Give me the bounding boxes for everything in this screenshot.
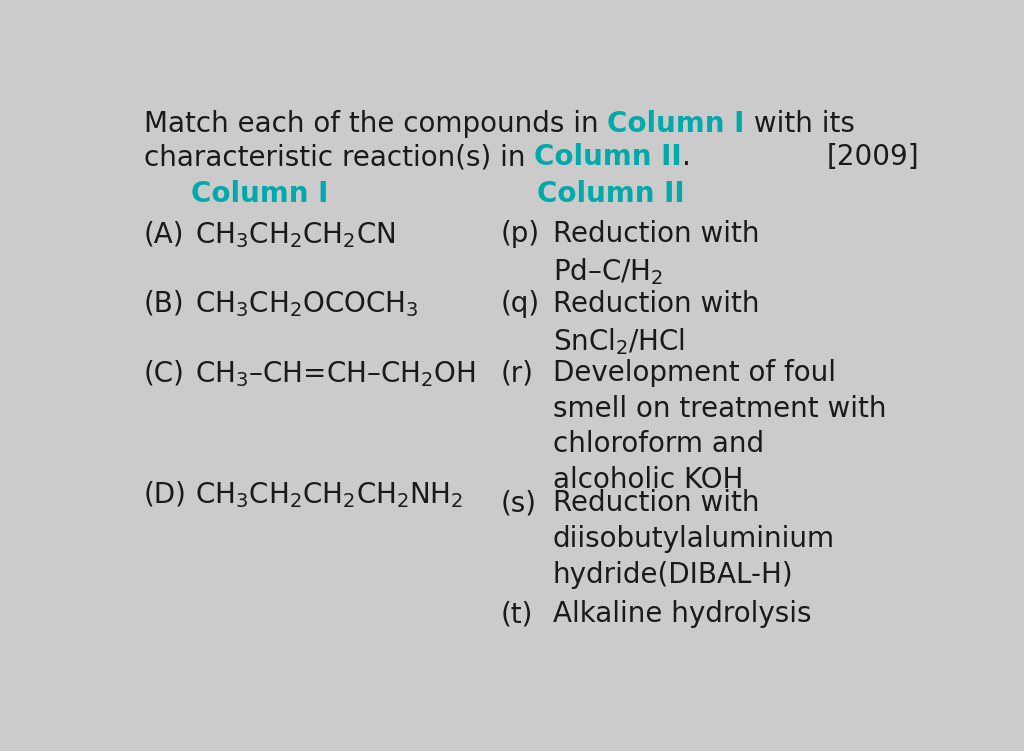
Text: characteristic reaction(s) in: characteristic reaction(s) in (143, 143, 535, 171)
Text: (B): (B) (143, 290, 184, 318)
Text: (D): (D) (143, 481, 186, 508)
Text: (s): (s) (501, 489, 537, 517)
Text: Development of foul
smell on treatment with
chloroform and
alcoholic KOH: Development of foul smell on treatment w… (553, 359, 886, 494)
Text: (A): (A) (143, 220, 184, 249)
Text: (q): (q) (501, 290, 540, 318)
Text: CH$_3$–CH=CH–CH$_2$OH: CH$_3$–CH=CH–CH$_2$OH (196, 359, 476, 389)
Text: Alkaline hydrolysis: Alkaline hydrolysis (553, 600, 811, 628)
Text: CH$_3$CH$_2$CH$_2$CH$_2$NH$_2$: CH$_3$CH$_2$CH$_2$CH$_2$NH$_2$ (196, 481, 464, 510)
Text: (C): (C) (143, 359, 184, 387)
Text: CH$_3$CH$_2$OCOCH$_3$: CH$_3$CH$_2$OCOCH$_3$ (196, 290, 419, 319)
Text: CH$_3$CH$_2$CH$_2$CN: CH$_3$CH$_2$CH$_2$CN (196, 220, 396, 250)
Text: .: . (682, 143, 691, 171)
Text: Column I: Column I (191, 179, 329, 208)
Text: Match each of the compounds in: Match each of the compounds in (143, 110, 607, 138)
Text: with its: with its (744, 110, 855, 138)
Text: Reduction with
Pd–C/H$_2$: Reduction with Pd–C/H$_2$ (553, 220, 759, 288)
Text: (t): (t) (501, 600, 534, 628)
Text: Column II: Column II (537, 179, 684, 208)
Text: Column II: Column II (535, 143, 682, 171)
Text: [2009]: [2009] (826, 143, 919, 171)
Text: Column I: Column I (607, 110, 744, 138)
Text: Reduction with
diisobutylaluminium
hydride(DIBAL-H): Reduction with diisobutylaluminium hydri… (553, 489, 835, 589)
Text: Reduction with
SnCl$_2$/HCl: Reduction with SnCl$_2$/HCl (553, 290, 759, 357)
Text: (p): (p) (501, 220, 540, 249)
Text: (r): (r) (501, 359, 534, 387)
